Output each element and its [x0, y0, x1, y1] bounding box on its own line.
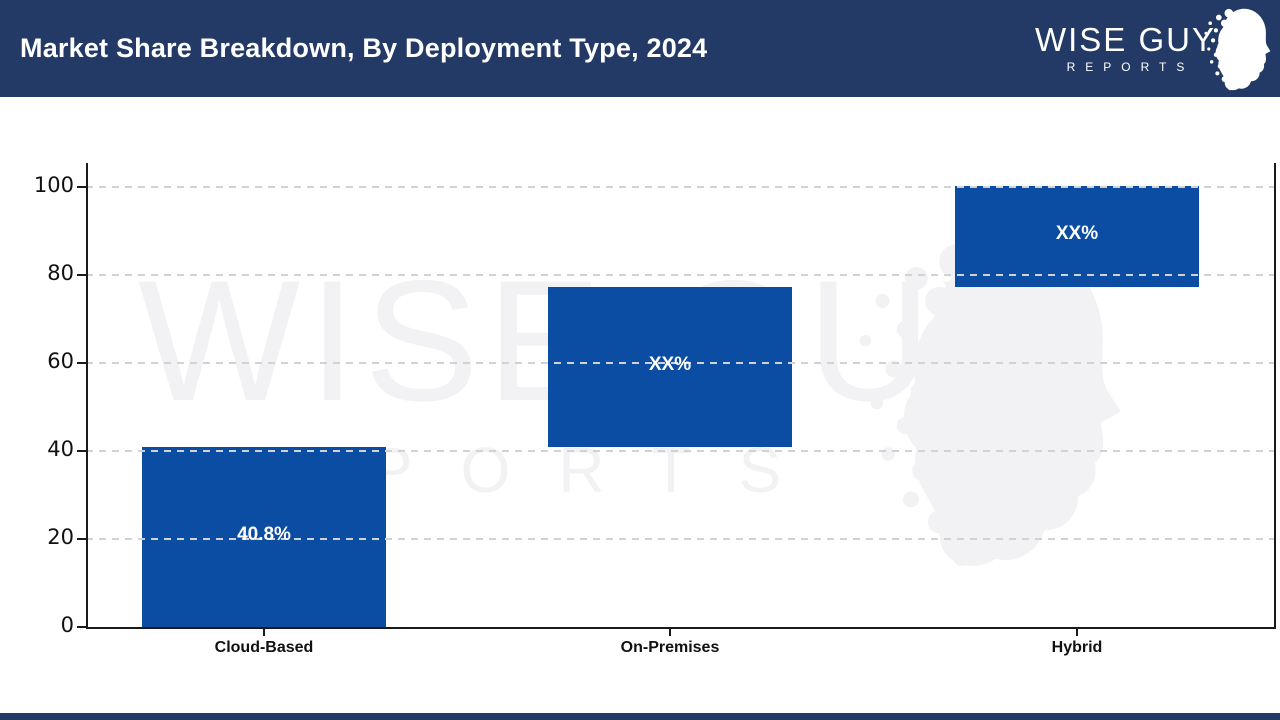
footer-bar: [0, 713, 1280, 720]
bar-value-label: XX%: [1055, 223, 1099, 245]
x-tick-mark: [263, 629, 265, 636]
y-tick-label: 60: [47, 349, 74, 373]
x-axis-line: [86, 627, 1276, 629]
y-tick-mark: [77, 450, 86, 452]
bar: [955, 185, 1199, 287]
bar-value-label: XX%: [648, 354, 692, 376]
right-axis-line: [1274, 163, 1276, 629]
x-category-label: On-Premises: [620, 639, 720, 656]
y-tick-mark: [77, 274, 86, 276]
bar: [548, 286, 792, 448]
gridline: [86, 274, 1276, 276]
bar: [142, 447, 386, 627]
page-title: Market Share Breakdown, By Deployment Ty…: [20, 33, 708, 63]
brand-logo-text: WISE GUY REPORTS: [1035, 23, 1216, 74]
bar-value-label: 40.8%: [237, 524, 291, 546]
y-tick-label: 80: [47, 261, 74, 285]
x-category-label: Hybrid: [1051, 639, 1103, 656]
y-tick-mark: [77, 538, 86, 540]
x-tick-mark: [1076, 629, 1078, 636]
gridline: [86, 362, 1276, 364]
gridline: [86, 186, 1276, 188]
gridline: [86, 538, 1276, 540]
y-tick-label: 0: [60, 613, 74, 637]
y-tick-label: 100: [33, 173, 74, 197]
y-tick-mark: [77, 186, 86, 188]
brand-logo: WISE GUY REPORTS: [1035, 6, 1280, 92]
header-bar: Market Share Breakdown, By Deployment Ty…: [0, 0, 1280, 97]
y-tick-mark: [77, 362, 86, 364]
y-tick-mark: [77, 626, 86, 628]
x-category-label: Cloud-Based: [214, 639, 314, 656]
y-tick-label: 40: [47, 437, 74, 461]
gridline: [86, 450, 1276, 452]
y-tick-label: 20: [47, 525, 74, 549]
x-tick-mark: [669, 629, 671, 636]
brand-name: WISE GUY: [1034, 21, 1216, 58]
y-axis-line: [86, 163, 88, 629]
brand-subtitle: REPORTS: [1066, 60, 1195, 74]
